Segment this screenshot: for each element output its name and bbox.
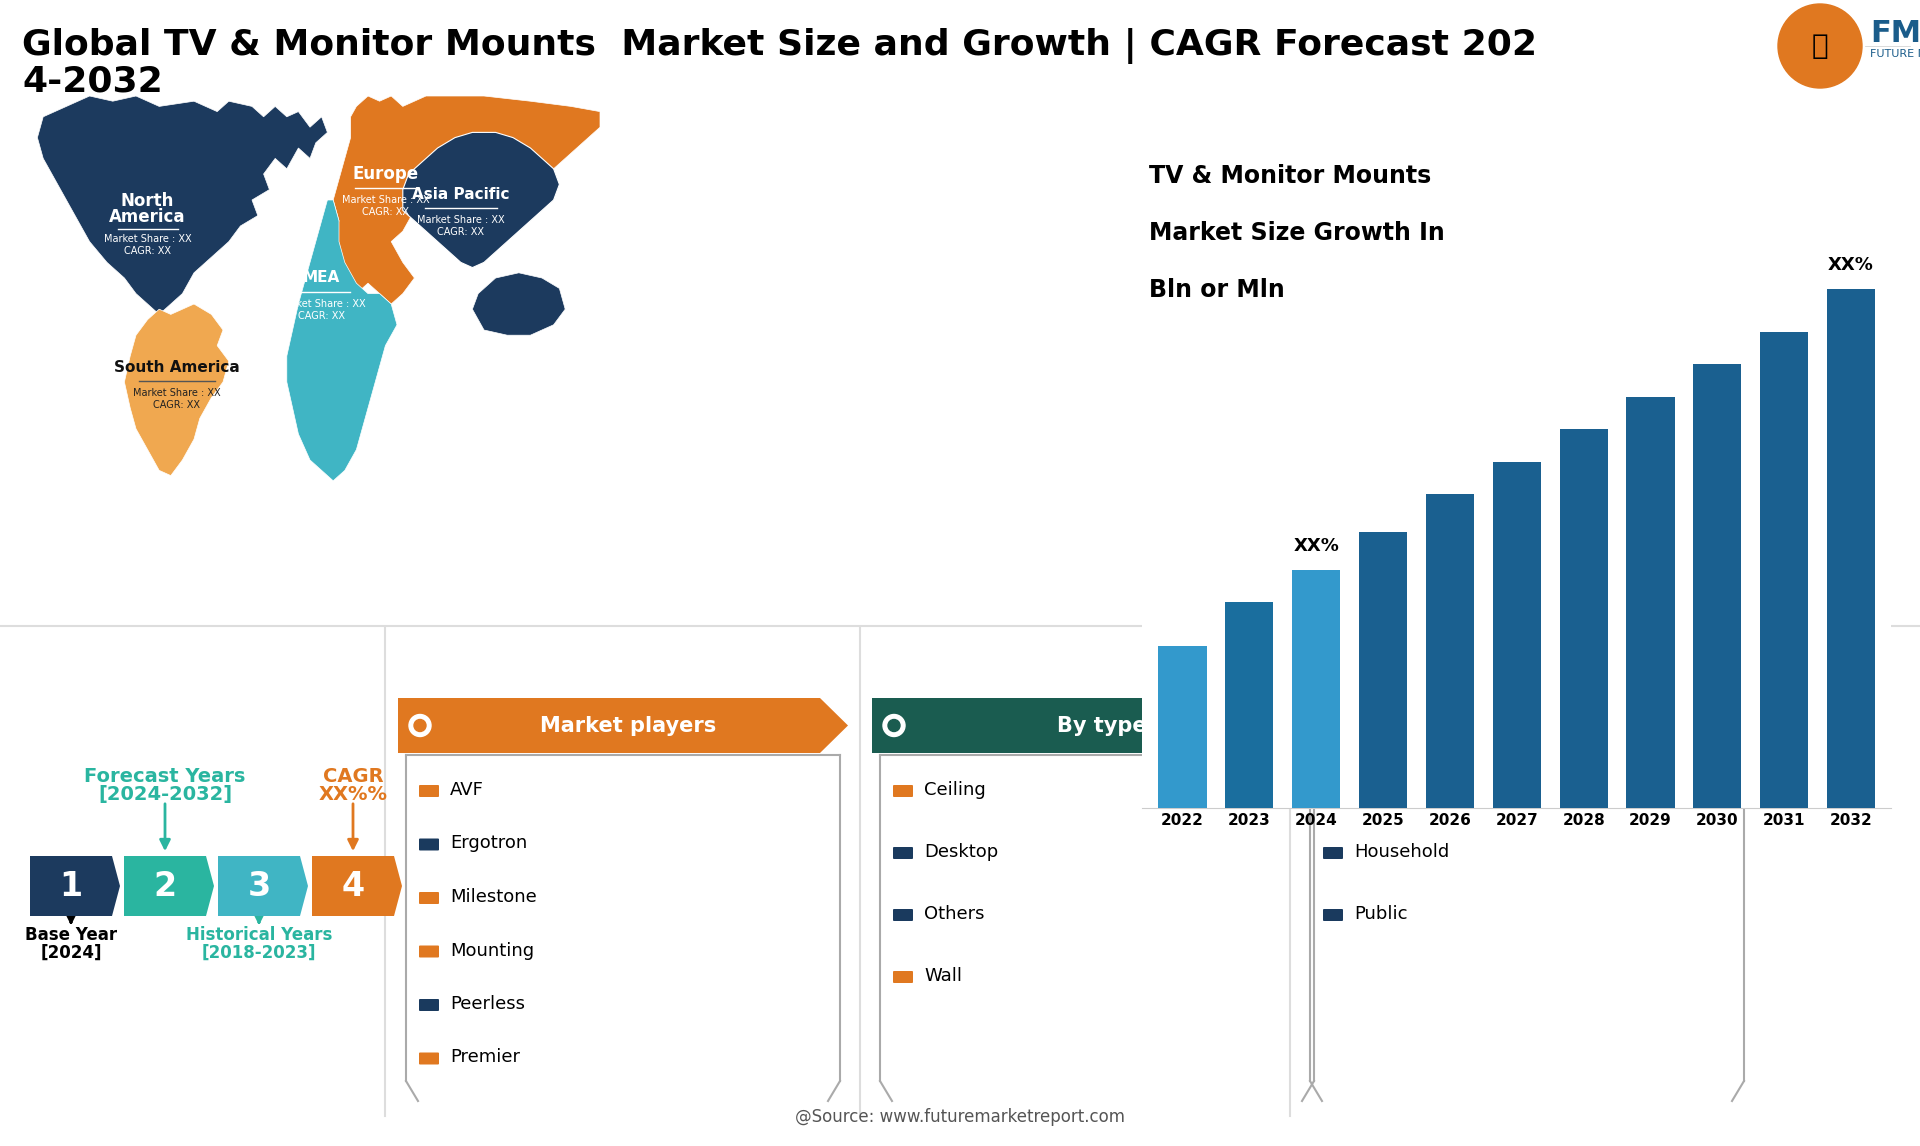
Bar	[1626, 397, 1674, 808]
Bar	[1559, 430, 1607, 808]
Polygon shape	[472, 273, 564, 335]
Polygon shape	[311, 856, 401, 916]
Text: 4-2032: 4-2032	[21, 64, 163, 99]
Bar	[1828, 289, 1876, 808]
Text: Ergotron: Ergotron	[449, 834, 528, 853]
Text: Milestone: Milestone	[449, 888, 538, 906]
Polygon shape	[403, 133, 559, 268]
FancyBboxPatch shape	[893, 971, 914, 983]
Circle shape	[409, 714, 430, 737]
Text: Market Share : XX: Market Share : XX	[132, 388, 221, 398]
Text: Global TV & Monitor Mounts  Market Size and Growth | CAGR Forecast 202: Global TV & Monitor Mounts Market Size a…	[21, 28, 1538, 64]
Text: XX%%: XX%%	[319, 785, 388, 804]
Text: 2: 2	[154, 870, 177, 903]
Text: MEA: MEA	[303, 270, 340, 285]
Text: CAGR: XX: CAGR: XX	[298, 311, 346, 321]
Circle shape	[1778, 3, 1862, 88]
Text: Market Share : XX: Market Share : XX	[417, 215, 505, 226]
Circle shape	[887, 720, 900, 731]
FancyBboxPatch shape	[419, 892, 440, 904]
Text: Base Year: Base Year	[25, 926, 117, 944]
Text: Market Share : XX: Market Share : XX	[278, 299, 365, 308]
Bar	[1158, 645, 1206, 808]
Text: 3: 3	[248, 870, 271, 903]
Text: 4: 4	[342, 870, 365, 903]
Text: America: America	[109, 207, 186, 226]
Polygon shape	[125, 304, 228, 476]
Polygon shape	[872, 698, 1323, 753]
Text: Others: Others	[924, 905, 985, 923]
Text: North: North	[121, 191, 175, 210]
Text: Bln or Mln: Bln or Mln	[1148, 278, 1284, 303]
Bar	[1761, 332, 1809, 808]
Bar	[1427, 494, 1475, 808]
Text: CAGR: CAGR	[323, 767, 384, 786]
Text: Peerless: Peerless	[449, 995, 524, 1013]
Text: AVF: AVF	[449, 782, 484, 799]
Text: Premier: Premier	[449, 1049, 520, 1067]
Text: Wall: Wall	[924, 967, 962, 986]
FancyBboxPatch shape	[1323, 909, 1342, 921]
Text: Asia Pacific: Asia Pacific	[413, 187, 509, 202]
Text: [2024]: [2024]	[40, 944, 102, 961]
Text: 📊: 📊	[1812, 32, 1828, 60]
FancyBboxPatch shape	[893, 847, 914, 860]
Text: CAGR: XX: CAGR: XX	[154, 400, 200, 410]
Text: @Source: www.futuremarketreport.com: @Source: www.futuremarketreport.com	[795, 1108, 1125, 1127]
Text: By type: By type	[1058, 715, 1146, 736]
Text: Market Share : XX: Market Share : XX	[342, 195, 430, 205]
Polygon shape	[31, 856, 119, 916]
Text: Forecast Years: Forecast Years	[84, 767, 246, 786]
Circle shape	[415, 720, 426, 731]
FancyBboxPatch shape	[893, 785, 914, 796]
Text: Desktop: Desktop	[924, 843, 998, 861]
FancyBboxPatch shape	[1323, 785, 1342, 796]
Text: TV & Monitor Mounts: TV & Monitor Mounts	[1148, 164, 1430, 188]
Polygon shape	[125, 856, 213, 916]
Text: Ceiling: Ceiling	[924, 782, 985, 799]
Polygon shape	[397, 698, 849, 753]
Text: By application: By application	[1448, 715, 1617, 736]
Circle shape	[1317, 720, 1331, 731]
Circle shape	[883, 714, 904, 737]
Text: Europe: Europe	[353, 165, 419, 182]
Text: [2018-2023]: [2018-2023]	[202, 944, 317, 961]
FancyBboxPatch shape	[1323, 847, 1342, 860]
FancyBboxPatch shape	[419, 839, 440, 850]
Circle shape	[1313, 714, 1334, 737]
Bar	[1225, 603, 1273, 808]
FancyBboxPatch shape	[419, 785, 440, 796]
Bar	[1359, 532, 1407, 808]
Polygon shape	[219, 856, 307, 916]
Text: XX%: XX%	[1828, 256, 1874, 274]
FancyBboxPatch shape	[419, 999, 440, 1011]
Text: Public: Public	[1354, 905, 1407, 923]
Text: Market players: Market players	[540, 715, 716, 736]
Text: FUTURE MARKET REPORT: FUTURE MARKET REPORT	[1870, 49, 1920, 58]
Bar	[1693, 364, 1741, 808]
Text: Market Size Growth In: Market Size Growth In	[1148, 221, 1446, 245]
Text: Mounting: Mounting	[449, 942, 534, 959]
Polygon shape	[334, 96, 599, 304]
Text: FMR: FMR	[1870, 19, 1920, 48]
FancyBboxPatch shape	[893, 909, 914, 921]
FancyBboxPatch shape	[419, 945, 440, 958]
Polygon shape	[36, 96, 328, 314]
Text: 1: 1	[60, 870, 83, 903]
Bar	[1492, 462, 1542, 808]
Text: South America: South America	[113, 360, 240, 375]
Polygon shape	[286, 201, 397, 481]
Text: CAGR: XX: CAGR: XX	[361, 206, 409, 217]
Bar	[1292, 570, 1340, 808]
Text: [2024-2032]: [2024-2032]	[98, 785, 232, 804]
Text: Market Share : XX: Market Share : XX	[104, 234, 192, 244]
Text: CAGR: XX: CAGR: XX	[438, 227, 484, 237]
FancyBboxPatch shape	[419, 1052, 440, 1065]
Polygon shape	[1302, 698, 1751, 753]
Text: Household: Household	[1354, 843, 1450, 861]
Text: Historical Years: Historical Years	[186, 926, 332, 944]
Text: CAGR: XX: CAGR: XX	[125, 245, 171, 256]
Text: Commercial: Commercial	[1354, 782, 1461, 799]
Text: XX%: XX%	[1294, 537, 1338, 555]
